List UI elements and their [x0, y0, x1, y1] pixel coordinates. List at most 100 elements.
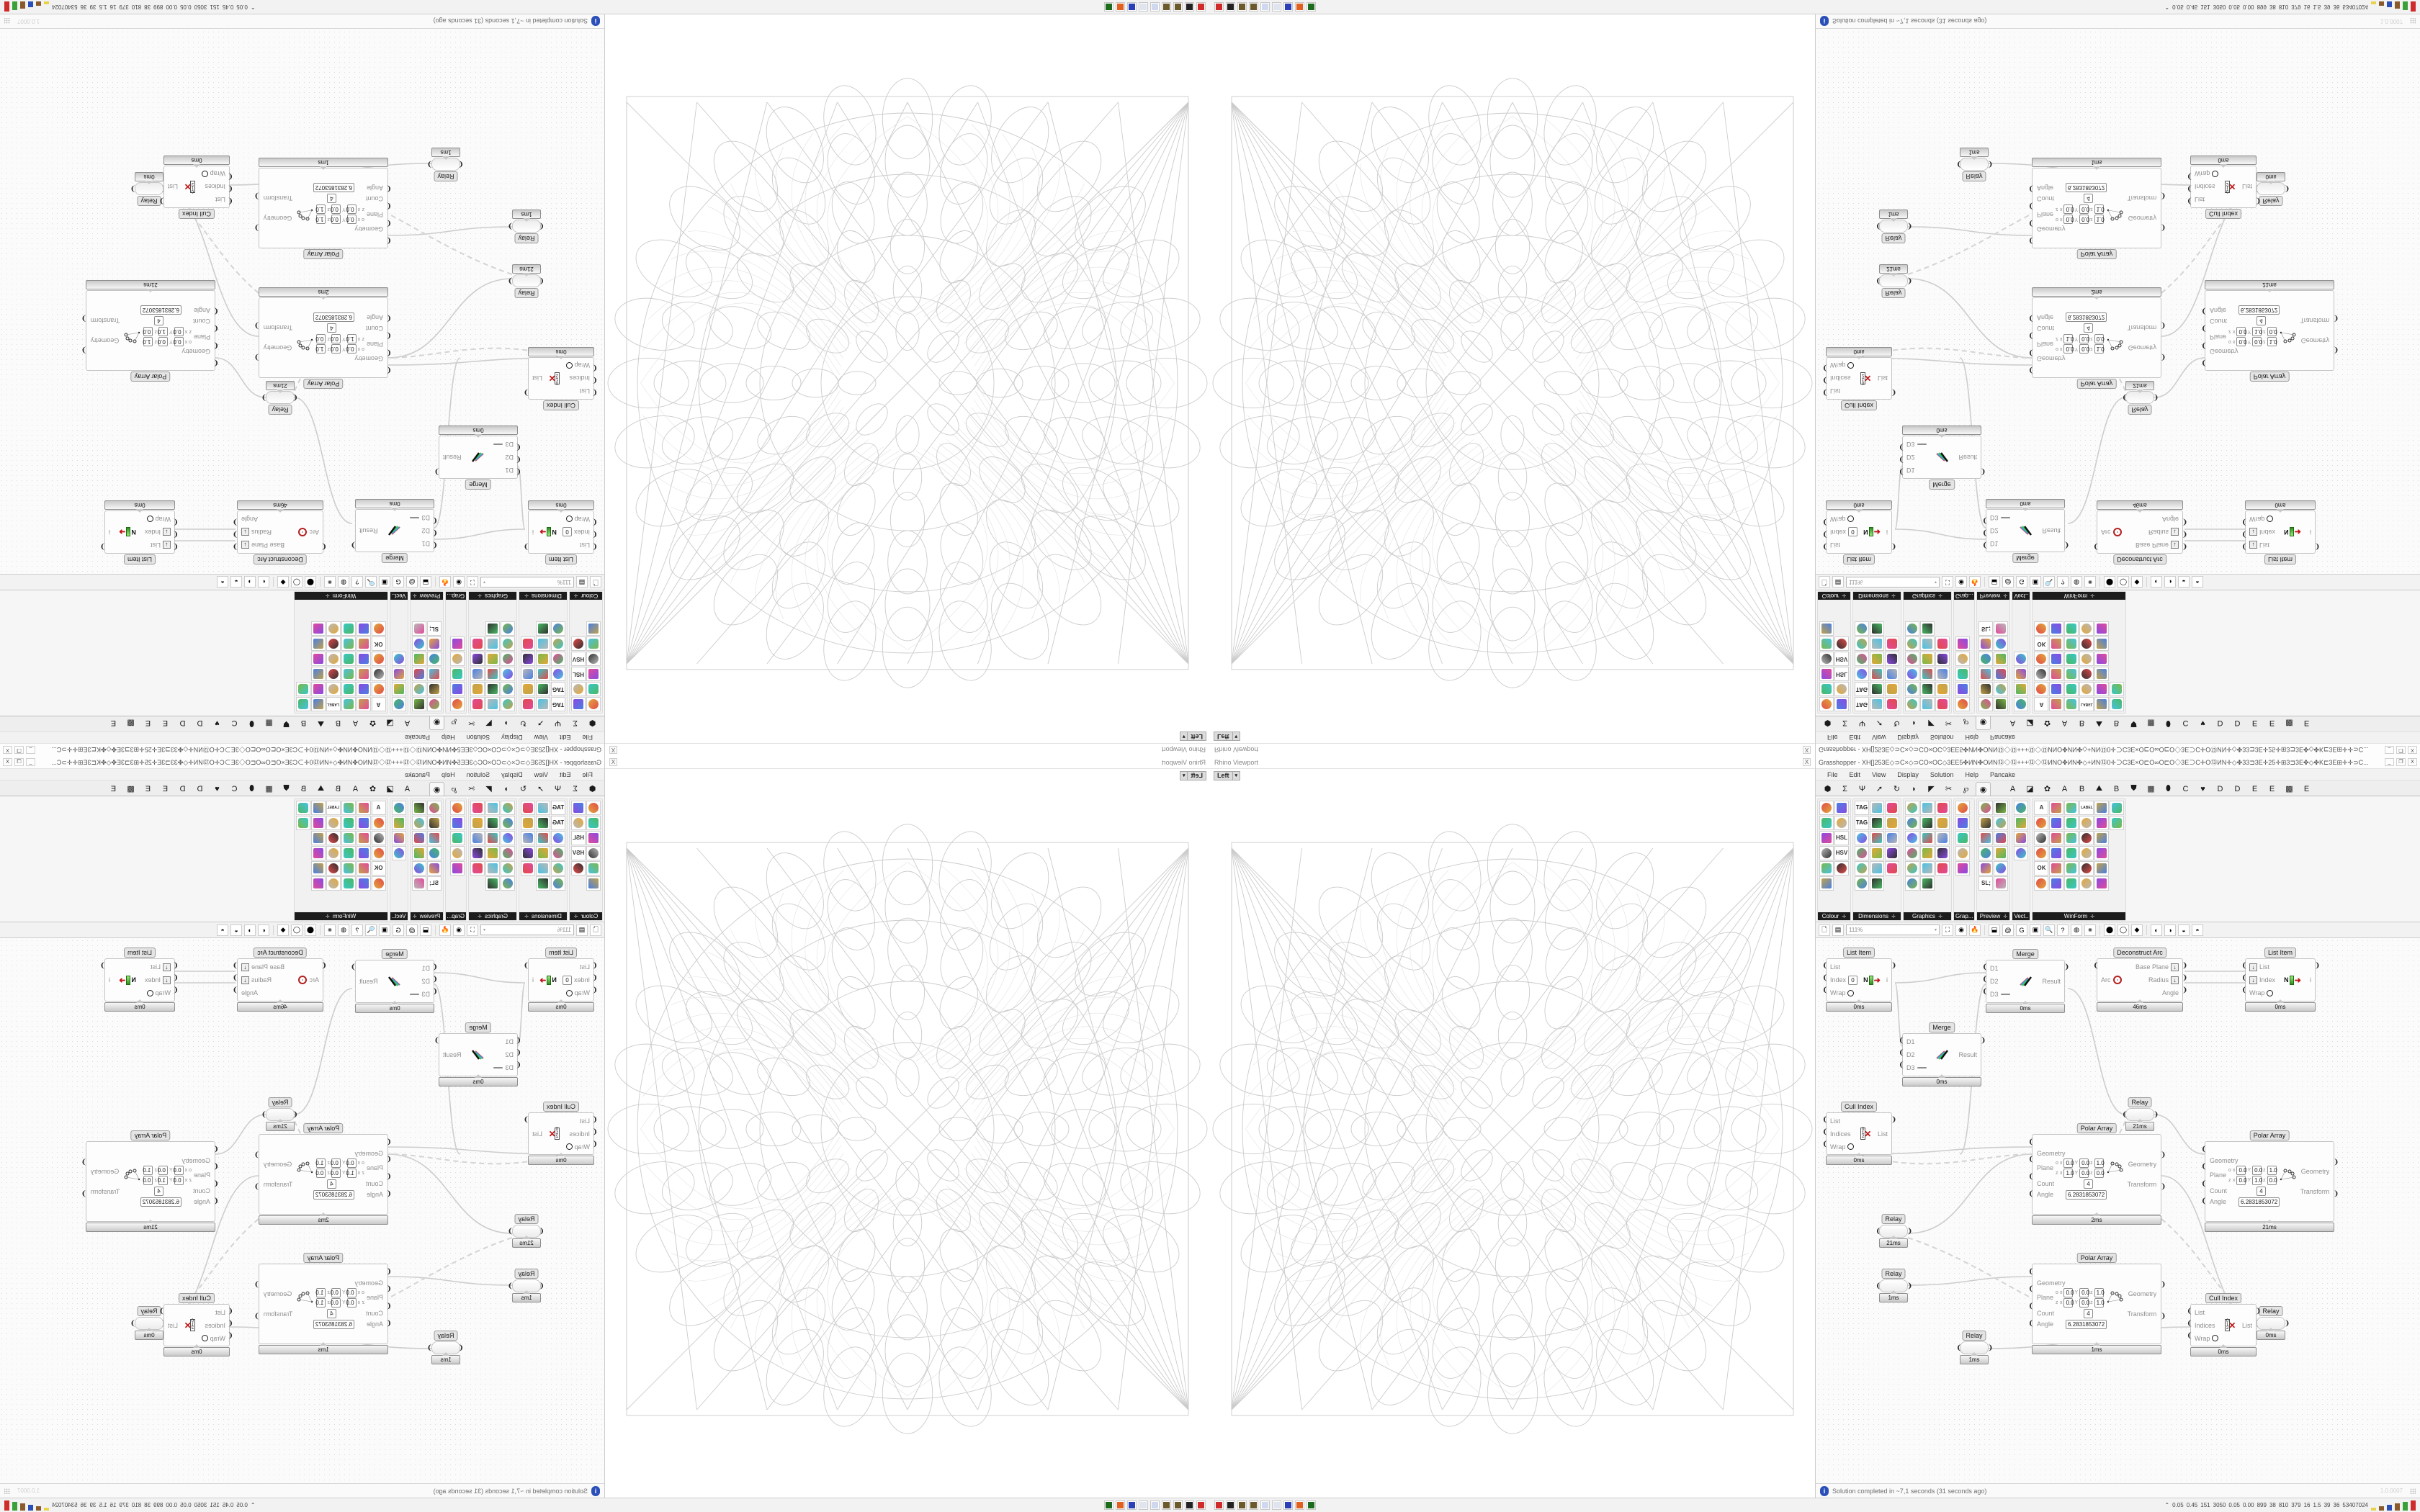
input-wrap[interactable]: Wrap — [145, 987, 171, 999]
input-list[interactable]: ↓ List — [2249, 961, 2275, 973]
node-body[interactable]: ❨ ❨ ❨ ❨ ❩ ❩ Geometry Plane o x 0.0 Y 0.0 z 1.0 z x 0.0 Y 0.… — [2028, 168, 2166, 248]
ribbon-tab-r13[interactable]: D — [2234, 784, 2241, 793]
number-box-icon[interactable] — [356, 846, 371, 860]
ribbon-group-caption[interactable]: Colour ✛ — [1818, 912, 1850, 920]
node-caption[interactable]: Merge — [465, 480, 491, 490]
ribbon-tab-r9[interactable]: ⬮ — [2166, 719, 2171, 728]
output-pin[interactable]: ❩ — [523, 388, 529, 396]
flatten-icon[interactable]: ↓ — [2249, 963, 2257, 971]
gradient-box-icon[interactable] — [1819, 876, 1834, 891]
ribbon-group-caption[interactable]: Grap... — [1954, 592, 1975, 600]
dashed-circle-icon[interactable] — [485, 861, 500, 876]
output-pin[interactable]: ❩ — [350, 541, 357, 549]
box-3d-icon[interactable] — [341, 846, 356, 860]
dashed-circle-icon[interactable] — [1920, 636, 1935, 651]
sphere-red2-icon[interactable] — [1819, 861, 1834, 876]
menu-item-file[interactable]: File — [582, 770, 593, 778]
output-result[interactable]: Result — [2042, 976, 2061, 988]
output-list[interactable]: List — [2242, 181, 2252, 193]
ok-button-icon[interactable]: OK — [2034, 636, 2049, 651]
ribbon-tab-r8[interactable]: ▦ — [265, 719, 273, 727]
node-caption[interactable]: Cull Index — [2205, 209, 2242, 219]
ring-icon[interactable] — [1905, 652, 1919, 666]
chevron-down-icon[interactable]: ▾ — [1179, 771, 1188, 780]
plane-value[interactable]: 0.0 — [331, 344, 341, 354]
output-pin[interactable]: ❩ — [232, 986, 238, 994]
hearts-pink-icon[interactable] — [411, 861, 426, 876]
output-transform[interactable]: Transform — [91, 317, 120, 324]
mat-orange-icon[interactable]: ◒ — [2178, 576, 2190, 588]
circle-u-icon[interactable] — [1920, 801, 1935, 815]
node-body[interactable]: ❨ ❨ ❨ ❩ List Index 0 Wrap N ➜ i — [1822, 958, 1896, 1002]
panel-green-icon[interactable] — [310, 636, 326, 651]
rect-gradient-icon[interactable] — [426, 861, 442, 876]
node-caption[interactable]: Relay — [1881, 288, 1906, 298]
resize-grip[interactable] — [2410, 1488, 2416, 1494]
node-polar-array-2[interactable]: Polar Array ❨ ❨ ❨ ❨ ❩ ❩ Geometry Plane o x 0.0 Y 0.0 z… — [2201, 1130, 2339, 1232]
save-icon[interactable]: ▤ — [1832, 576, 1844, 588]
node-list-item-2[interactable]: List Item ❨ ❨ ❨ ❩ ↓ List ↓ Index Wrap N ➜ i 0ms — [2241, 500, 2320, 564]
rhino-3d-viewport[interactable] — [1210, 14, 1815, 743]
viewport-view-selector[interactable]: Left ▾ — [1214, 771, 1241, 780]
hsl-icon[interactable]: HSL — [571, 667, 586, 681]
input-count[interactable]: Count 4 — [295, 323, 383, 333]
input-pin[interactable]: ❨ — [1822, 364, 1829, 372]
slider-track-icon[interactable] — [2049, 816, 2064, 830]
dim-select-icon[interactable] — [521, 861, 535, 876]
output-geometry[interactable]: Geometry — [91, 337, 120, 344]
preview-eye-icon[interactable]: ◉ — [1955, 924, 1967, 936]
ribbon-tab-r8[interactable]: ▦ — [2147, 719, 2155, 727]
input-pin[interactable]: ❨ — [457, 160, 464, 168]
plane-value[interactable]: 0.0 — [173, 337, 184, 347]
node-body[interactable]: ❨ ❨ ❨ ❩ D1 D2 D3 Result — [1982, 509, 2069, 552]
input-pin[interactable]: ❨ — [591, 530, 598, 538]
textlines-icon[interactable] — [341, 697, 356, 711]
node-caption[interactable]: Cull Index — [2205, 1293, 2242, 1303]
save-image-icon[interactable] — [1935, 652, 1950, 666]
output-pin[interactable]: ❩ — [1891, 1116, 1897, 1124]
shade-black-icon[interactable]: ⬤ — [2104, 576, 2115, 588]
moon-icon[interactable] — [485, 876, 500, 891]
node-relay-3[interactable]: Relay ❨ ❩ 1ms — [1876, 1269, 1912, 1302]
toggle-icon[interactable] — [2094, 876, 2110, 891]
ribbon-tab-r14[interactable]: E — [162, 784, 169, 793]
input-d3[interactable]: D3 — [1990, 989, 2010, 1001]
line-graph-icon[interactable] — [450, 652, 465, 666]
input-pin[interactable]: ❨ — [515, 1061, 521, 1069]
node-body[interactable]: ❨ ❩ ❩ ❩ Arc Base Plane ↓ Radius ↓ Angle — [2093, 958, 2187, 1002]
output-pin[interactable]: ❩ — [507, 1228, 514, 1236]
text-A-icon[interactable]: A — [2034, 801, 2049, 815]
output-pin[interactable]: ❩ — [1891, 962, 1897, 970]
box-3d-icon[interactable] — [2064, 652, 2079, 666]
input-value[interactable]: 0 — [1848, 527, 1858, 537]
output-base-plane[interactable]: Base Plane ↓ — [241, 961, 284, 973]
gh-egg-icon[interactable] — [1173, 2, 1183, 12]
node-caption[interactable]: List Item — [1842, 554, 1876, 564]
ribbon-tab-r8[interactable]: ▦ — [2147, 785, 2155, 793]
output-pin[interactable]: ❩ — [2153, 393, 2159, 401]
chevron-up-icon[interactable]: ⌃ — [250, 4, 256, 10]
input-index[interactable]: Index 0 — [562, 974, 590, 986]
output-list[interactable]: List — [532, 372, 542, 384]
node-body[interactable]: ❨ ❨ ❨ ❩ List Index 0 Wrap N ➜ i — [524, 510, 598, 554]
dim-pen-icon[interactable] — [536, 861, 550, 876]
input-wrap[interactable]: Wrap — [201, 168, 225, 180]
flame-icon[interactable]: 🔥 — [1969, 924, 1981, 936]
grid-green-icon[interactable] — [326, 816, 341, 830]
input-pin[interactable]: ❨ — [591, 376, 598, 384]
menu-item-edit[interactable]: Edit — [559, 734, 571, 742]
input-pin[interactable]: ❨ — [2028, 236, 2035, 244]
output-i[interactable]: i — [1886, 526, 1888, 539]
input-wrap[interactable]: Wrap — [1830, 513, 1857, 526]
input-pin[interactable]: ❨ — [172, 542, 179, 550]
dim-linear-icon[interactable] — [1870, 697, 1884, 711]
input-value[interactable] — [2000, 517, 2010, 518]
node-caption[interactable]: List Item — [123, 554, 156, 564]
count-value[interactable]: 4 — [153, 316, 163, 326]
floppy-icon[interactable] — [1283, 2, 1293, 12]
node-caption[interactable]: Polar Array — [2249, 372, 2290, 382]
relay-body[interactable] — [2126, 392, 2154, 403]
doc-blue-icon[interactable] — [1150, 1500, 1160, 1510]
chevron-down-icon[interactable]: ▾ — [1934, 580, 1937, 584]
dropdown-green-icon[interactable] — [295, 697, 310, 711]
